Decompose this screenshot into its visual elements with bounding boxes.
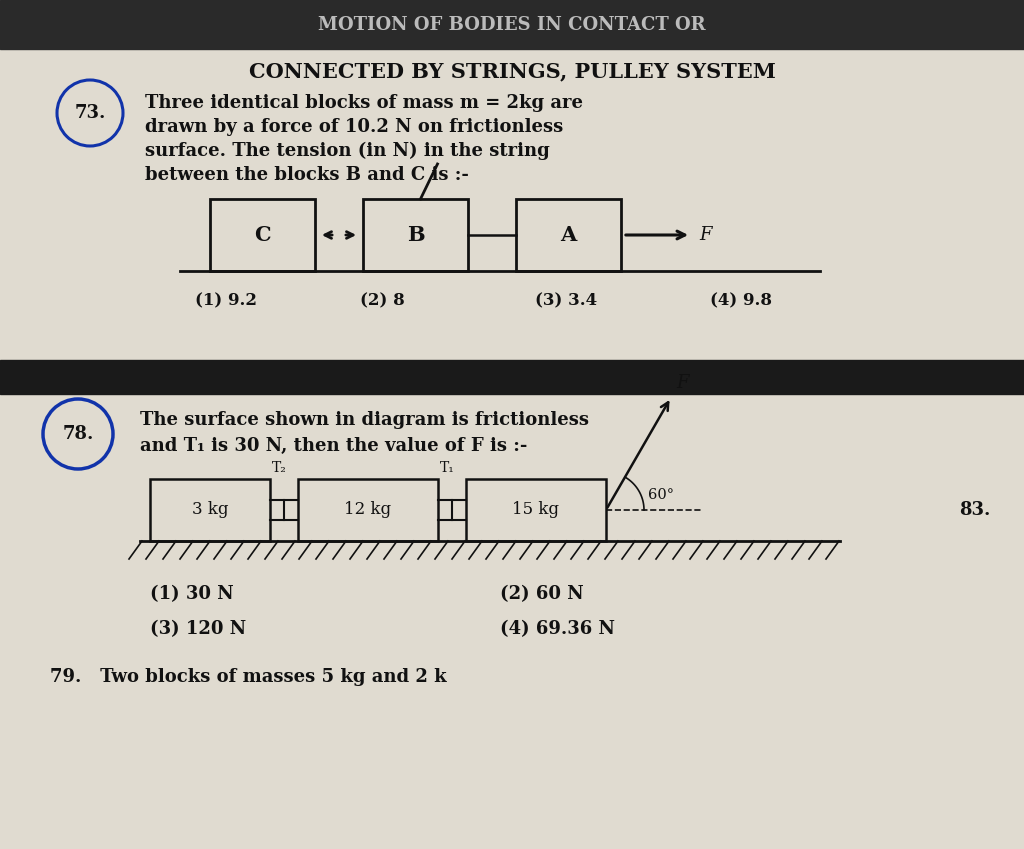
Text: T₁: T₁	[440, 461, 455, 475]
Text: 3 kg: 3 kg	[191, 502, 228, 519]
Text: 83.: 83.	[959, 501, 990, 519]
Text: 79.   Two blocks of masses 5 kg and 2 k: 79. Two blocks of masses 5 kg and 2 k	[50, 668, 446, 686]
Text: (4) 69.36 N: (4) 69.36 N	[500, 620, 615, 638]
Text: (3) 120 N: (3) 120 N	[150, 620, 246, 638]
Text: MOTION OF BODIES IN CONTACT OR: MOTION OF BODIES IN CONTACT OR	[318, 16, 706, 34]
Text: B: B	[407, 225, 424, 245]
Bar	[0, 0, 1024, 49]
Text: CONNECTED BY STRINGS, PULLEY SYSTEM: CONNECTED BY STRINGS, PULLEY SYSTEM	[249, 61, 775, 81]
Text: between the blocks B and C is :-: between the blocks B and C is :-	[145, 166, 469, 184]
Text: F: F	[676, 374, 688, 392]
Text: (2) 60 N: (2) 60 N	[500, 585, 584, 603]
Bar	[210, 199, 315, 271]
Bar	[0, 360, 1024, 394]
Text: A: A	[560, 225, 577, 245]
Text: (4) 9.8: (4) 9.8	[710, 293, 772, 310]
Text: drawn by a force of 10.2 N on frictionless: drawn by a force of 10.2 N on frictionle…	[145, 118, 563, 136]
Bar	[362, 199, 468, 271]
Text: (1) 30 N: (1) 30 N	[150, 585, 233, 603]
Bar	[516, 199, 621, 271]
Text: 15 kg: 15 kg	[512, 502, 559, 519]
Text: (1) 9.2: (1) 9.2	[195, 293, 257, 310]
Text: T₂: T₂	[272, 461, 287, 475]
Text: F: F	[699, 226, 712, 244]
Text: The surface shown in diagram is frictionless: The surface shown in diagram is friction…	[140, 411, 589, 429]
Bar	[466, 479, 606, 541]
Text: 60°: 60°	[648, 488, 674, 502]
Text: Three identical blocks of mass m = 2kg are: Three identical blocks of mass m = 2kg a…	[145, 94, 583, 112]
Text: 73.: 73.	[75, 104, 105, 122]
Text: 12 kg: 12 kg	[344, 502, 391, 519]
Text: C: C	[254, 225, 270, 245]
Text: (2) 8: (2) 8	[360, 293, 404, 310]
Bar	[150, 479, 270, 541]
Text: surface. The tension (in N) in the string: surface. The tension (in N) in the strin…	[145, 142, 550, 160]
Bar	[298, 479, 438, 541]
Text: (3) 3.4: (3) 3.4	[535, 293, 597, 310]
Text: 78.: 78.	[62, 425, 93, 443]
Text: and T₁ is 30 N, then the value of F is :-: and T₁ is 30 N, then the value of F is :…	[140, 437, 527, 455]
